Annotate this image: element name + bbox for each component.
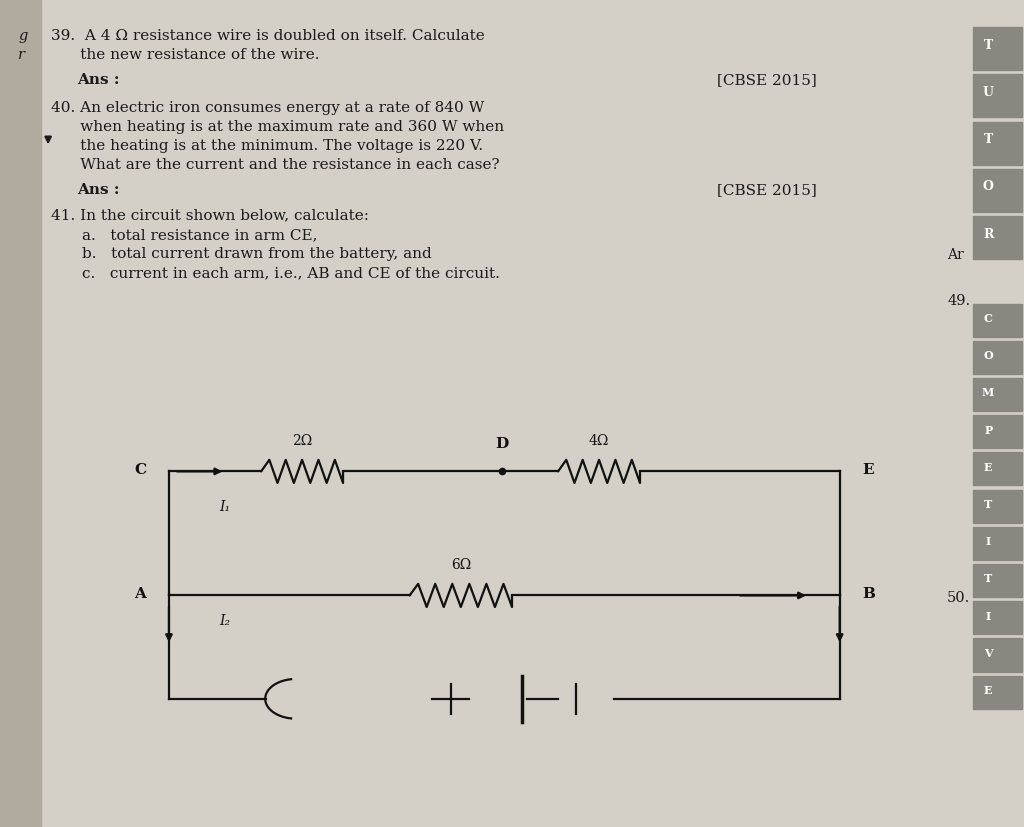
Text: 41. In the circuit shown below, calculate:: 41. In the circuit shown below, calculat…: [51, 208, 370, 222]
Text: I: I: [985, 536, 991, 547]
Text: O: O: [983, 350, 993, 361]
Text: B: B: [862, 587, 876, 600]
Text: Ans :: Ans :: [77, 73, 120, 87]
Text: T: T: [983, 39, 993, 52]
Bar: [973, 527, 1022, 560]
Text: V: V: [984, 648, 992, 659]
Text: [CBSE 2015]: [CBSE 2015]: [717, 183, 816, 197]
Text: r: r: [18, 48, 26, 62]
Text: c.   current in each arm, i.e., AB and CE of the circuit.: c. current in each arm, i.e., AB and CE …: [82, 266, 500, 280]
Bar: [973, 601, 1022, 634]
Text: the heating is at the minimum. The voltage is 220 V.: the heating is at the minimum. The volta…: [51, 139, 483, 153]
Text: E: E: [984, 461, 992, 473]
Text: 40. An electric iron consumes energy at a rate of 840 W: 40. An electric iron consumes energy at …: [51, 101, 484, 115]
Text: A: A: [134, 587, 146, 600]
Bar: [973, 341, 1022, 374]
Bar: [973, 415, 1022, 448]
Text: What are the current and the resistance in each case?: What are the current and the resistance …: [51, 158, 500, 172]
Bar: [973, 676, 1022, 709]
Text: 49.: 49.: [947, 294, 971, 308]
Text: U: U: [983, 86, 993, 99]
Text: Ar: Ar: [947, 248, 964, 262]
Bar: [973, 638, 1022, 672]
Bar: [973, 304, 1022, 337]
Bar: [973, 169, 1022, 212]
Text: a.   total resistance in arm CE,: a. total resistance in arm CE,: [82, 228, 317, 242]
Text: T: T: [984, 499, 992, 510]
Text: when heating is at the maximum rate and 360 W when: when heating is at the maximum rate and …: [51, 120, 505, 134]
Bar: [973, 122, 1022, 165]
Text: 4Ω: 4Ω: [589, 434, 609, 448]
Text: M: M: [982, 387, 994, 399]
Text: T: T: [983, 133, 993, 146]
Text: E: E: [984, 685, 992, 696]
Text: C: C: [134, 463, 146, 476]
Bar: [973, 564, 1022, 597]
Text: C: C: [984, 313, 992, 324]
Text: D: D: [496, 437, 508, 451]
Text: I: I: [985, 610, 991, 622]
Text: 6Ω: 6Ω: [451, 558, 471, 572]
Text: I₂: I₂: [220, 614, 230, 628]
Text: the new resistance of the wire.: the new resistance of the wire.: [51, 48, 319, 62]
Text: 50.: 50.: [947, 591, 971, 605]
Text: R: R: [983, 227, 993, 241]
Text: P: P: [984, 424, 992, 436]
Bar: [973, 378, 1022, 411]
Text: b.   total current drawn from the battery, and: b. total current drawn from the battery,…: [82, 247, 432, 261]
Bar: [973, 452, 1022, 485]
Text: O: O: [983, 180, 993, 194]
Bar: [973, 490, 1022, 523]
Text: Ans :: Ans :: [77, 183, 120, 197]
Bar: [973, 216, 1022, 259]
Text: E: E: [862, 463, 873, 476]
Text: 2Ω: 2Ω: [292, 434, 312, 448]
Text: 39.  A 4 Ω resistance wire is doubled on itself. Calculate: 39. A 4 Ω resistance wire is doubled on …: [51, 29, 485, 43]
Bar: [973, 74, 1022, 117]
Text: g: g: [18, 29, 28, 43]
Text: T: T: [984, 573, 992, 585]
Text: I₁: I₁: [220, 500, 230, 514]
Text: [CBSE 2015]: [CBSE 2015]: [717, 73, 816, 87]
Bar: [973, 27, 1022, 70]
Bar: [0, 0, 41, 827]
